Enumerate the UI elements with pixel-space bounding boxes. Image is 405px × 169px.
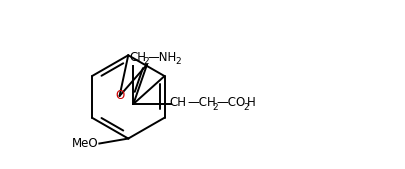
Text: O: O bbox=[115, 90, 124, 102]
Text: —CO: —CO bbox=[216, 96, 245, 110]
Text: MeO: MeO bbox=[72, 137, 98, 150]
Text: —NH: —NH bbox=[147, 51, 177, 64]
Text: —CH: —CH bbox=[187, 96, 216, 110]
Text: CH: CH bbox=[169, 96, 186, 110]
Text: 2: 2 bbox=[175, 57, 181, 66]
Text: CH: CH bbox=[130, 51, 147, 64]
Text: H: H bbox=[247, 96, 256, 110]
Text: 2: 2 bbox=[143, 57, 149, 66]
Text: 2: 2 bbox=[212, 103, 218, 112]
Text: 2: 2 bbox=[243, 103, 249, 112]
